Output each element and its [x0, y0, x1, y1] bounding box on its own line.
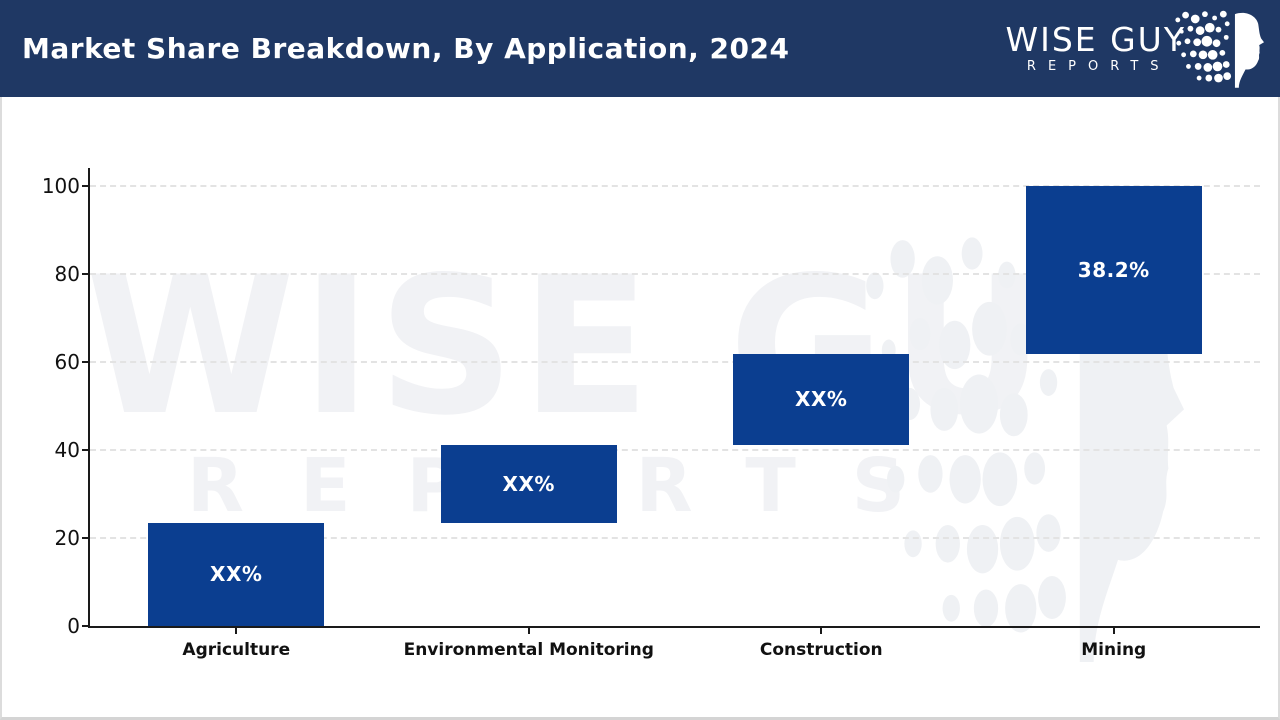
y-tick-mark-100	[82, 185, 90, 187]
gridline-60	[90, 361, 1260, 363]
y-tick-label-80: 80	[54, 262, 80, 286]
y-tick-mark-40	[82, 449, 90, 451]
x-category-label-1: Environmental Monitoring	[403, 640, 654, 660]
x-tick-mark-2	[820, 628, 823, 634]
logo-subtitle: REPORTS	[1026, 59, 1171, 75]
y-tick-label-60: 60	[54, 350, 80, 374]
x-tick-mark-3	[1112, 628, 1115, 634]
x-category-label-0: Agriculture	[182, 640, 291, 660]
y-tick-mark-0	[82, 625, 90, 627]
y-tick-mark-80	[82, 273, 90, 275]
x-tick-mark-0	[235, 628, 238, 634]
page-title: Market Share Breakdown, By Application, …	[22, 32, 790, 65]
x-tick-mark-1	[527, 628, 530, 634]
gridline-100	[90, 185, 1260, 187]
bar-construction: XX%	[733, 354, 910, 445]
bar-environmental-monitoring: XX%	[440, 444, 617, 523]
y-axis	[88, 168, 90, 628]
chart-area: WISE GUY REPORTS 020406080100XX%Agricult…	[0, 97, 1280, 720]
header: Market Share Breakdown, By Application, …	[0, 0, 1280, 97]
gridline-80	[90, 273, 1260, 275]
x-category-label-2: Construction	[759, 640, 883, 660]
gridline-40	[90, 449, 1260, 451]
logo-wordmark: WISE GUY	[1005, 19, 1186, 59]
wise-guy-logo: WISE GUY REPORTS	[1005, 9, 1264, 89]
x-axis	[88, 626, 1260, 628]
y-tick-label-40: 40	[54, 438, 80, 462]
logo-text: WISE GUY REPORTS	[1005, 19, 1186, 75]
bar-agriculture: XX%	[148, 522, 325, 626]
bar-value-label: XX%	[795, 387, 848, 412]
bar-mining: 38.2%	[1025, 186, 1202, 355]
y-tick-mark-60	[82, 361, 90, 363]
bar-value-label: XX%	[210, 562, 263, 587]
y-tick-mark-20	[82, 537, 90, 539]
y-tick-label-20: 20	[54, 526, 80, 550]
y-tick-label-100: 100	[41, 174, 80, 198]
bar-value-label: 38.2%	[1077, 258, 1150, 283]
bar-value-label: XX%	[502, 471, 555, 496]
y-tick-label-0: 0	[67, 614, 80, 638]
gridline-20	[90, 537, 1260, 539]
logo-face-icon	[1175, 10, 1264, 88]
x-category-label-3: Mining	[1081, 640, 1147, 660]
